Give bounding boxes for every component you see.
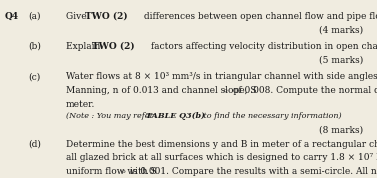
Text: (a): (a) [28, 12, 41, 21]
Text: all glazed brick at all surfaces which is designed to carry 1.8 × 10⁷ L/hr of wa: all glazed brick at all surfaces which i… [66, 153, 377, 163]
Text: differences between open channel flow and pipe flow.: differences between open channel flow an… [141, 12, 377, 21]
Text: o: o [121, 169, 125, 174]
Text: of 0.008. Compute the normal depth in: of 0.008. Compute the normal depth in [230, 86, 377, 95]
Text: uniform flow with S: uniform flow with S [66, 167, 156, 176]
Text: Explain: Explain [66, 42, 103, 51]
Text: o: o [224, 88, 227, 93]
Text: (c): (c) [28, 72, 40, 81]
Text: Give: Give [66, 12, 89, 21]
Text: TABLE Q3(b): TABLE Q3(b) [146, 112, 205, 120]
Text: Q4: Q4 [5, 12, 18, 21]
Text: (Note : You may refer: (Note : You may refer [66, 112, 156, 120]
Text: (b): (b) [28, 42, 41, 51]
Text: (8 marks): (8 marks) [319, 126, 363, 135]
Text: (d): (d) [28, 140, 41, 149]
Text: Determine the best dimensions y and B in meter of a rectangular channel built fr: Determine the best dimensions y and B in… [66, 140, 377, 149]
Text: Water flows at 8 × 10³ mm³/s in triangular channel with side angles of 26.57°,: Water flows at 8 × 10³ mm³/s in triangul… [66, 72, 377, 81]
Text: (4 marks): (4 marks) [319, 25, 363, 34]
Text: to find the necessary information): to find the necessary information) [201, 112, 342, 120]
Text: is 0.001. Compare the results with a semi-circle. All necessary: is 0.001. Compare the results with a sem… [127, 167, 377, 176]
Text: Manning, n of 0.013 and channel slope, S: Manning, n of 0.013 and channel slope, S [66, 86, 256, 95]
Text: meter.: meter. [66, 100, 95, 109]
Text: factors affecting velocity distribution in open channels.: factors affecting velocity distribution … [148, 42, 377, 51]
Text: TWO (2): TWO (2) [92, 42, 134, 51]
Text: (5 marks): (5 marks) [319, 56, 363, 65]
Text: TWO (2): TWO (2) [85, 12, 127, 21]
